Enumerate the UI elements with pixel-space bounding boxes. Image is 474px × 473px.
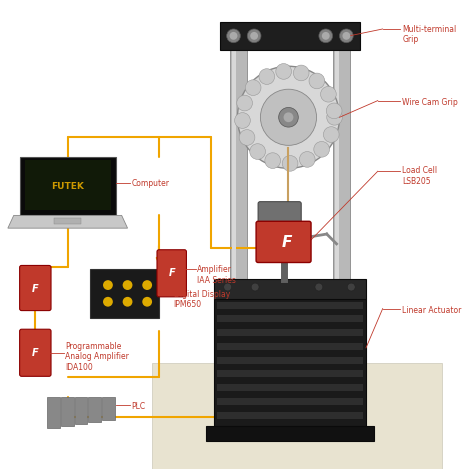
Circle shape: [123, 297, 132, 307]
Bar: [217, 357, 363, 364]
Circle shape: [309, 73, 325, 89]
Text: Linear Actuator: Linear Actuator: [402, 306, 462, 315]
Circle shape: [235, 113, 250, 128]
Text: PLC: PLC: [131, 402, 146, 411]
Circle shape: [276, 63, 292, 79]
FancyBboxPatch shape: [258, 201, 301, 227]
Circle shape: [237, 95, 253, 111]
Bar: [217, 370, 363, 377]
Text: F: F: [32, 284, 39, 294]
Bar: [90, 269, 159, 318]
Text: Multi-terminal
Grip: Multi-terminal Grip: [402, 25, 456, 44]
Bar: [217, 412, 363, 419]
Circle shape: [342, 32, 350, 40]
Bar: [214, 299, 366, 426]
Circle shape: [237, 66, 339, 168]
Circle shape: [283, 113, 293, 122]
Circle shape: [327, 109, 342, 125]
Circle shape: [250, 144, 265, 159]
Text: FUTEK: FUTEK: [51, 183, 84, 192]
Circle shape: [142, 280, 152, 290]
Bar: [102, 397, 115, 420]
Bar: [47, 397, 60, 429]
Circle shape: [279, 107, 298, 127]
Bar: [74, 397, 87, 424]
Bar: [88, 397, 101, 422]
Text: Wire Cam Grip: Wire Cam Grip: [402, 97, 458, 106]
Circle shape: [239, 130, 255, 145]
Circle shape: [320, 87, 336, 102]
Bar: [61, 397, 73, 426]
Bar: [217, 329, 363, 336]
Circle shape: [103, 297, 113, 307]
Bar: [217, 315, 363, 323]
FancyBboxPatch shape: [157, 250, 186, 297]
Bar: [217, 302, 363, 308]
Circle shape: [227, 29, 240, 43]
Polygon shape: [152, 363, 442, 469]
Text: Digital Display
IPM650: Digital Display IPM650: [173, 290, 230, 309]
Bar: [333, 34, 350, 353]
Bar: [220, 22, 360, 50]
FancyBboxPatch shape: [256, 221, 311, 263]
Bar: [335, 34, 339, 353]
Bar: [229, 34, 247, 353]
Circle shape: [339, 29, 353, 43]
Text: F: F: [282, 236, 292, 250]
Circle shape: [103, 280, 113, 290]
Circle shape: [314, 141, 329, 157]
Bar: [25, 160, 111, 210]
Circle shape: [265, 153, 281, 168]
Bar: [206, 426, 374, 441]
FancyBboxPatch shape: [19, 265, 51, 311]
Text: F: F: [168, 268, 175, 278]
Bar: [217, 384, 363, 391]
Circle shape: [259, 69, 274, 84]
Circle shape: [322, 32, 330, 40]
Text: Programmable
Analog Amplifier
IDA100: Programmable Analog Amplifier IDA100: [65, 342, 128, 372]
Bar: [54, 219, 82, 224]
Bar: [214, 279, 366, 299]
Circle shape: [247, 29, 261, 43]
Circle shape: [229, 32, 237, 40]
Circle shape: [300, 151, 315, 167]
FancyBboxPatch shape: [19, 329, 51, 377]
Circle shape: [260, 89, 317, 145]
Text: Computer: Computer: [131, 179, 170, 188]
Circle shape: [123, 280, 132, 290]
Circle shape: [347, 283, 355, 291]
Circle shape: [142, 297, 152, 307]
Bar: [232, 34, 237, 353]
Circle shape: [282, 156, 298, 171]
Circle shape: [323, 127, 339, 142]
Text: Amplifier
IAA Series: Amplifier IAA Series: [197, 265, 236, 285]
Circle shape: [224, 283, 232, 291]
Bar: [217, 398, 363, 405]
Circle shape: [319, 29, 333, 43]
Circle shape: [293, 65, 309, 81]
Circle shape: [250, 32, 258, 40]
Text: Load Cell
LSB205: Load Cell LSB205: [402, 166, 438, 186]
Circle shape: [326, 103, 342, 119]
Text: F: F: [32, 348, 39, 358]
Polygon shape: [19, 157, 116, 215]
Bar: [217, 343, 363, 350]
Circle shape: [246, 80, 261, 96]
Circle shape: [315, 283, 323, 291]
Circle shape: [251, 283, 259, 291]
Polygon shape: [8, 215, 128, 228]
